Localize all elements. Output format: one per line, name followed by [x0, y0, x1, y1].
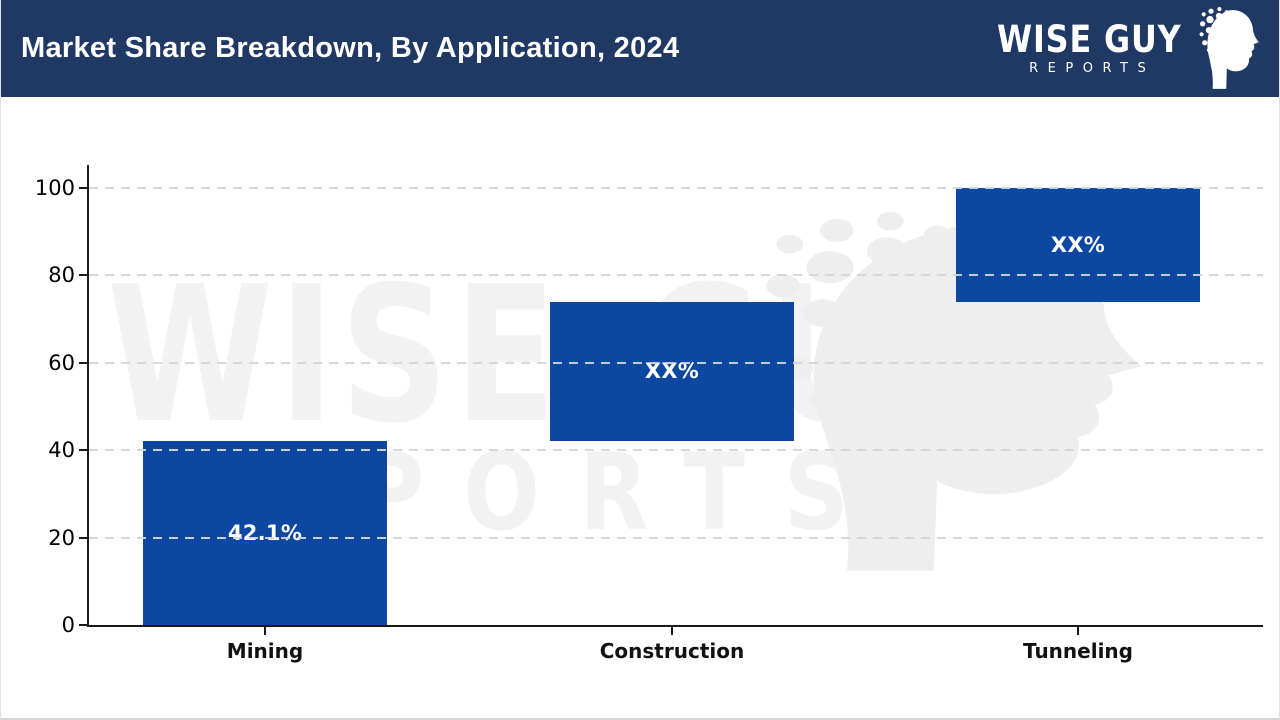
page-title: Market Share Breakdown, By Application, … — [21, 32, 680, 64]
y-tick-mark-100 — [79, 186, 87, 189]
bar-value-label-tunneling: XX% — [1050, 232, 1106, 257]
x-axis — [87, 625, 1263, 627]
gridline-60 — [89, 361, 1263, 364]
y-tick-label-60: 60 — [48, 350, 75, 375]
gridline-20 — [89, 536, 1263, 539]
y-tick-label-80: 80 — [48, 263, 75, 287]
bar-mining: 42.1% — [143, 440, 387, 625]
y-axis — [87, 165, 89, 627]
x-tick-mark-construction — [671, 627, 673, 635]
y-tick-mark-0 — [79, 624, 87, 626]
bar-construction: XX% — [550, 302, 794, 441]
x-tick-mark-mining — [264, 627, 266, 635]
x-axis-label-tunneling: Tunneling — [1023, 639, 1133, 663]
gridline-40 — [89, 449, 1263, 451]
y-tick-mark-40 — [79, 449, 87, 451]
y-tick-label-0: 0 — [61, 613, 75, 637]
y-tick-label-100: 100 — [34, 175, 75, 200]
x-tick-mark-tunneling — [1077, 627, 1079, 635]
y-tick-mark-80 — [79, 274, 87, 276]
brand-subtitle: REPORTS — [1029, 61, 1156, 76]
y-tick-label-40: 40 — [48, 438, 75, 462]
bar-value-label-mining: 42.1% — [227, 520, 303, 545]
y-tick-mark-60 — [79, 361, 87, 364]
gridline-80 — [89, 274, 1263, 276]
gridline-100 — [89, 186, 1263, 189]
brand-logo: WISE GUY REPORTS — [982, 6, 1263, 91]
header: Market Share Breakdown, By Application, … — [1, 0, 1279, 97]
brand-name: WISE GUY — [997, 18, 1182, 61]
x-axis-label-mining: Mining — [226, 639, 304, 663]
x-axis-label-construction: Construction — [599, 639, 745, 663]
brand-wordmark: WISE GUY REPORTS — [982, 21, 1197, 76]
y-tick-mark-20 — [79, 536, 87, 539]
y-tick-label-20: 20 — [48, 525, 75, 550]
bar-tunneling: XX% — [956, 187, 1200, 303]
